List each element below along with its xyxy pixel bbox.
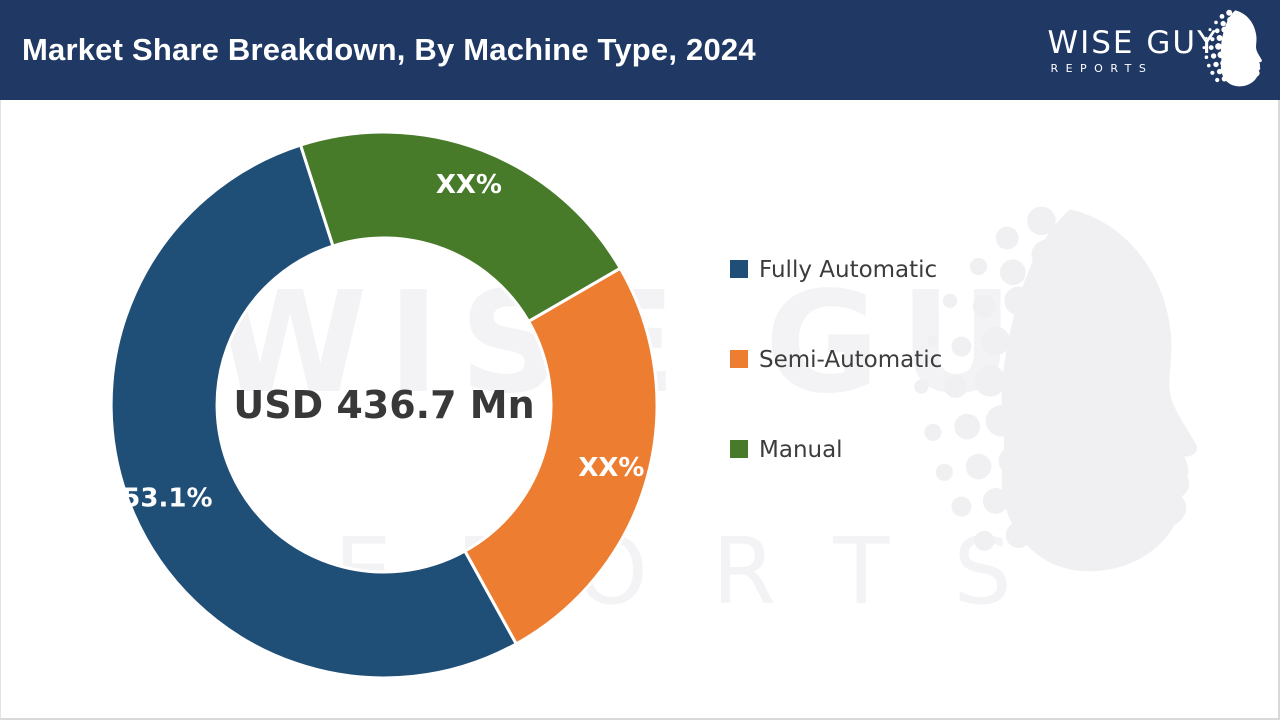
legend: Fully Automatic Semi-Automatic Manual [730, 257, 942, 527]
watermark-wordmark: WISE GUY [213, 262, 1155, 425]
brand-name: WISE GUY [1047, 25, 1218, 61]
header-bar: Market Share Breakdown, By Machine Type,… [0, 0, 1280, 100]
brand-subtitle: REPORTS [1050, 62, 1154, 75]
pie-slice-label-fully-automatic: 53.1% [122, 484, 212, 514]
legend-item-semi-automatic: Semi-Automatic [730, 347, 942, 373]
legend-swatch-manual [730, 440, 748, 458]
legend-label-fully-automatic: Fully Automatic [759, 257, 938, 283]
legend-label-semi-automatic: Semi-Automatic [759, 347, 943, 373]
page-title: Market Share Breakdown, By Machine Type,… [22, 32, 756, 67]
chart-area: WISE GUY REPORTS XX% XX% 53.1% USD 436.7 M… [0, 100, 1280, 720]
donut-center-value: USD 436.7 Mn [233, 383, 535, 427]
pie-slice-semi-automatic [463, 266, 659, 646]
legend-swatch-semi-automatic [730, 350, 748, 368]
pie-slice-label-manual: XX% [436, 170, 502, 200]
brand-head-icon [1202, 9, 1262, 87]
legend-swatch-fully-automatic [730, 260, 748, 278]
brand-logo: WISE GUY REPORTS [1047, 8, 1270, 92]
brand-wordmark: WISE GUY REPORTS [1047, 25, 1218, 75]
donut-chart: XX% XX% 53.1% [109, 130, 659, 680]
legend-item-manual: Manual [730, 437, 942, 463]
legend-item-fully-automatic: Fully Automatic [730, 257, 942, 283]
legend-label-manual: Manual [759, 437, 843, 463]
pie-slice-manual [299, 130, 622, 323]
pie-slice-label-semi-automatic: XX% [578, 453, 644, 483]
pie-slice-fully-automatic [109, 143, 518, 680]
watermark-head-graphic [914, 206, 1198, 572]
